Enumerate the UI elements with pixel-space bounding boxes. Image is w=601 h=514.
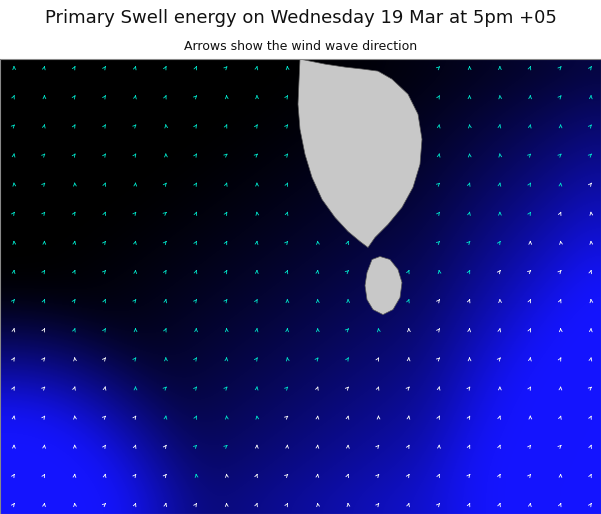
Text: Arrows show the wind wave direction: Arrows show the wind wave direction	[184, 40, 417, 52]
Text: Primary Swell energy on Wednesday 19 Mar at 5pm +05: Primary Swell energy on Wednesday 19 Mar…	[44, 9, 557, 27]
Polygon shape	[298, 59, 422, 247]
Polygon shape	[365, 256, 402, 315]
